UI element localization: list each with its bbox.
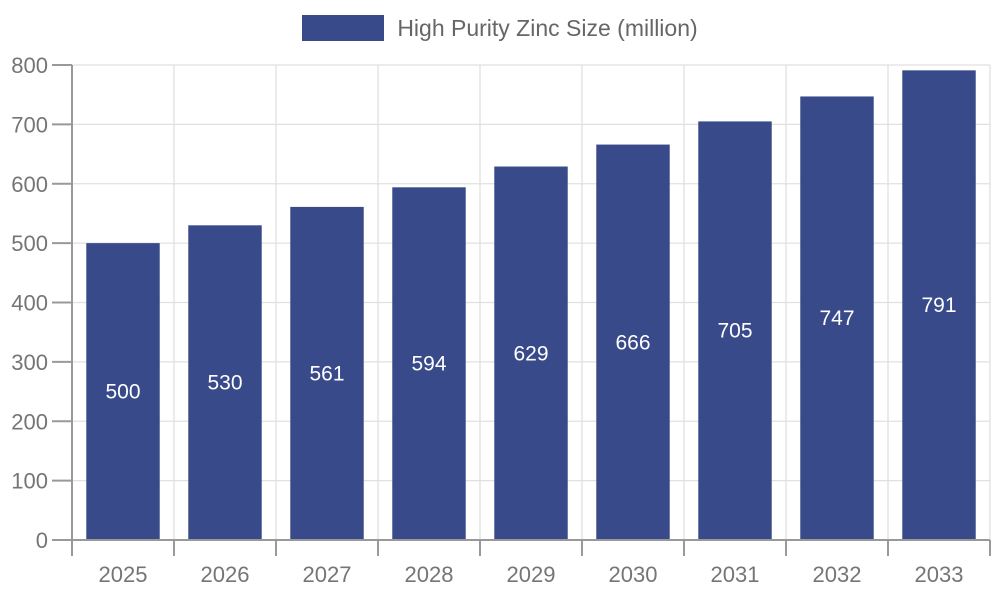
legend: High Purity Zinc Size (million) [0,15,1000,41]
y-axis-label: 700 [11,112,48,137]
bar-value-labels: 500 530 561 594 629 666 705 747 791 [105,294,956,403]
x-axis-label: 2025 [99,562,148,587]
bar [698,121,772,540]
bar [392,187,466,540]
bar-value-label: 594 [411,353,446,376]
bar [596,144,670,540]
y-axis-label: 200 [11,409,48,434]
x-axis-label: 2030 [609,562,658,587]
bar [494,166,568,540]
y-axis-label: 500 [11,231,48,256]
x-axis-label: 2026 [201,562,250,587]
bar-value-label: 705 [717,320,752,343]
bar-value-label: 500 [105,381,140,404]
axes [71,65,990,556]
bar-value-label: 530 [207,372,242,395]
legend-label: High Purity Zinc Size (million) [397,15,698,41]
x-axis-label: 2029 [507,562,556,587]
x-axis-label: 2031 [711,562,760,587]
bar-value-label: 561 [309,362,344,385]
bar-value-label: 666 [615,331,650,354]
x-axis-labels: 2025 2026 2027 2028 2029 2030 2031 2032 2033 [99,562,964,587]
axis-ticks [52,64,991,556]
x-axis-label: 2028 [405,562,454,587]
bar-value-label: 629 [513,342,548,365]
bar [290,206,364,540]
bar [902,70,976,540]
x-axis-label: 2033 [915,562,964,587]
bars [86,70,976,540]
y-axis-label: 100 [11,469,48,494]
legend-swatch [302,15,385,41]
bar [188,225,262,540]
y-axis-label: 300 [11,350,48,375]
y-axis-labels: 0 100 200 300 400 500 600 700 800 [11,53,48,553]
x-axis-label: 2032 [813,562,862,587]
x-axis-label: 2027 [303,562,352,587]
y-axis-label: 0 [36,528,48,553]
y-axis-label: 600 [11,172,48,197]
y-axis-label: 400 [11,291,48,316]
bar [86,243,160,540]
bar-value-label: 791 [921,294,956,317]
y-axis-label: 800 [11,53,48,78]
bar [800,96,874,540]
bar-value-label: 747 [819,307,854,330]
